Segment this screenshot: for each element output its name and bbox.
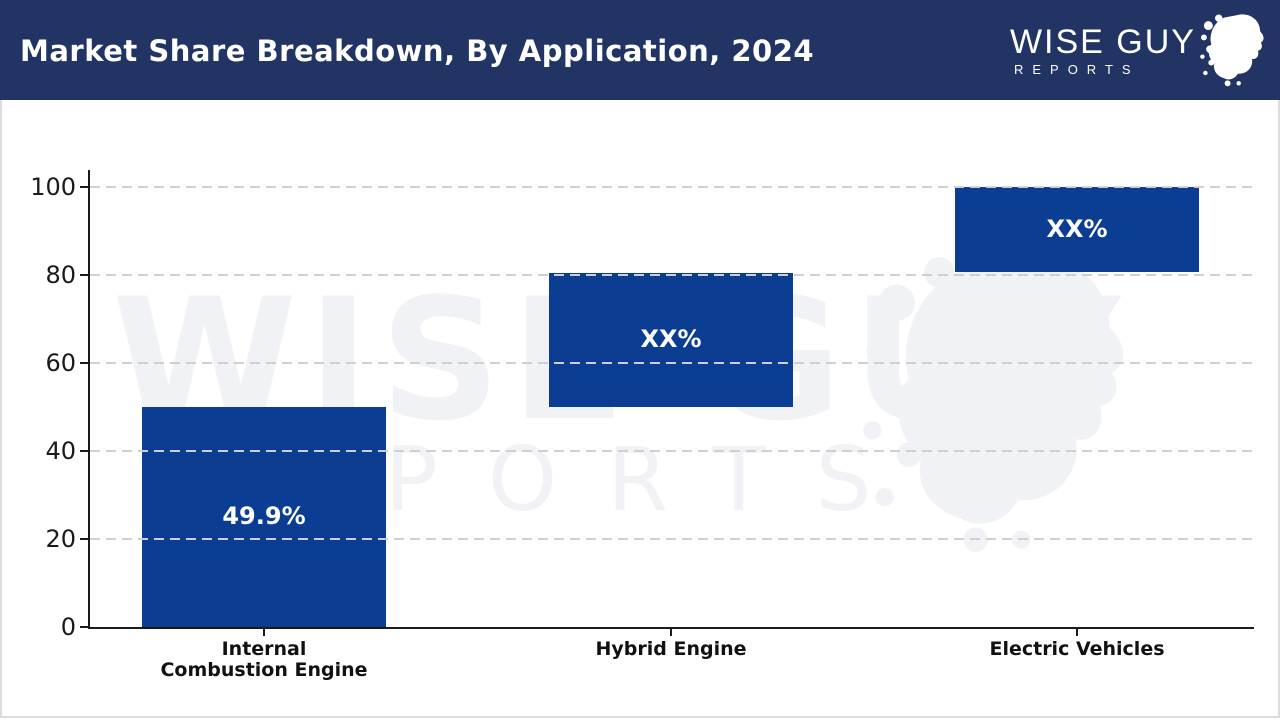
y-tick-label-0: 0 [60, 613, 76, 641]
y-tick-label-20: 20 [45, 525, 76, 553]
bar-internal-combustion-engine: 49.9% [142, 407, 386, 627]
frame-left-edge [0, 100, 2, 717]
x-label-line1: Electric Vehicles [989, 638, 1165, 660]
x-tick-ice [263, 629, 265, 636]
watermark-head-icon [863, 256, 1124, 552]
page-title: Market Share Breakdown, By Application, … [20, 34, 815, 68]
y-tick-40 [80, 450, 88, 452]
x-tick-ev [1076, 629, 1078, 636]
x-label-line1: Hybrid Engine [595, 638, 747, 660]
y-tick-label-60: 60 [45, 349, 76, 377]
logo-sub-text: REPORTS [1013, 61, 1140, 77]
y-tick-20 [80, 538, 88, 540]
y-tick-80 [80, 274, 88, 276]
gridline-100 [90, 186, 1252, 188]
y-tick-label-100: 100 [30, 173, 76, 201]
frame-right-edge [1278, 100, 1280, 717]
header-bar: Market Share Breakdown, By Application, … [0, 0, 1280, 100]
frame-bottom-edge [0, 716, 1280, 718]
dotted-head-icon [1200, 14, 1264, 87]
y-tick-label-80: 80 [45, 261, 76, 289]
x-label-line2: Combustion Engine [160, 659, 368, 681]
y-tick-0 [80, 626, 88, 628]
y-tick-60 [80, 362, 88, 364]
wise-guy-logo: WISE GUY REPORTS [1010, 6, 1272, 94]
y-axis-spine [88, 170, 90, 628]
logo-name-text: WISE GUY [1009, 22, 1196, 61]
x-axis-spine [88, 627, 1254, 629]
y-tick-label-40: 40 [45, 437, 76, 465]
x-label-hybrid-engine: Hybrid Engine [491, 639, 851, 660]
bar-value-label-ice: 49.9% [222, 502, 306, 530]
x-tick-hybrid [670, 629, 672, 636]
x-label-electric-vehicles: Electric Vehicles [897, 639, 1257, 660]
logo-text: WISE GUY REPORTS [1010, 24, 1196, 77]
x-label-internal-combustion-engine: Internal Combustion Engine [84, 639, 444, 681]
bar-value-label-ev: XX% [1046, 214, 1108, 243]
x-label-line1: Internal [221, 638, 307, 660]
bar-value-label-hybrid: XX% [640, 325, 702, 353]
gridline-40 [90, 450, 1252, 452]
y-tick-100 [80, 186, 88, 188]
bar-hybrid-engine: XX% [549, 273, 793, 407]
gridline-80 [90, 274, 1252, 276]
bar-electric-vehicles: XX% [955, 187, 1199, 272]
gridline-60 [90, 362, 1252, 364]
gridline-20 [90, 538, 1252, 540]
